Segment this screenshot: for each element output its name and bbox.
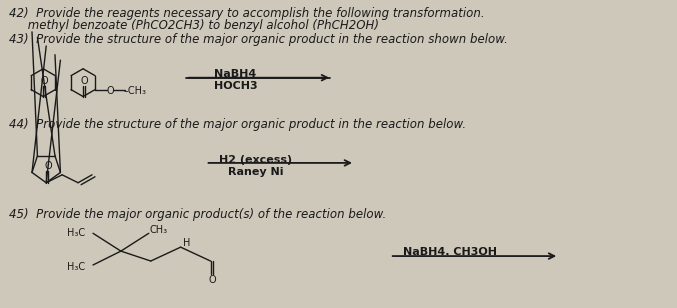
- Text: O: O: [209, 275, 216, 285]
- Text: 45)  Provide the major organic product(s) of the reaction below.: 45) Provide the major organic product(s)…: [9, 208, 387, 221]
- Text: NaBH4: NaBH4: [215, 69, 257, 79]
- Text: O: O: [80, 76, 88, 86]
- Text: HOCH3: HOCH3: [214, 81, 257, 91]
- Text: –CH₃: –CH₃: [124, 86, 147, 95]
- Text: 42)  Provide the reagents necessary to accomplish the following transformation.: 42) Provide the reagents necessary to ac…: [9, 7, 485, 20]
- Text: H2 (excess): H2 (excess): [219, 155, 292, 165]
- Text: CH₃: CH₃: [150, 225, 168, 235]
- Text: O: O: [44, 161, 52, 171]
- Text: H: H: [183, 238, 190, 248]
- Text: 44)  Provide the structure of the major organic product in the reaction below.: 44) Provide the structure of the major o…: [9, 118, 466, 131]
- Text: NaBH4. CH3OH: NaBH4. CH3OH: [403, 247, 496, 257]
- Text: O: O: [40, 76, 48, 86]
- Text: O: O: [106, 86, 114, 95]
- Text: 43)  Provide the structure of the major organic product in the reaction shown be: 43) Provide the structure of the major o…: [9, 33, 508, 46]
- Text: H₃C: H₃C: [67, 228, 85, 238]
- Text: Raney Ni: Raney Ni: [227, 167, 283, 177]
- Text: H₃C: H₃C: [67, 262, 85, 272]
- Text: methyl benzoate (PhCO2CH3) to benzyl alcohol (PhCH2OH): methyl benzoate (PhCO2CH3) to benzyl alc…: [9, 19, 379, 32]
